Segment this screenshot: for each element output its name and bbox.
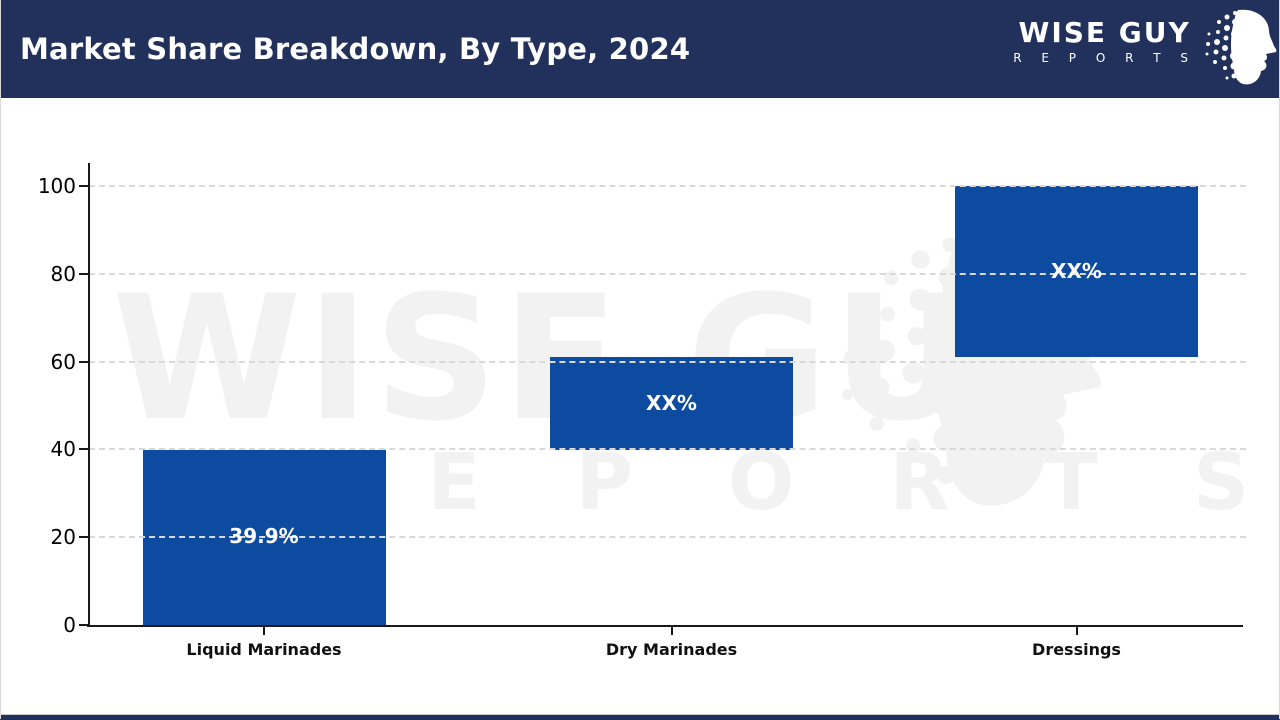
footer-bar xyxy=(0,715,1280,720)
bar-value-label: XX% xyxy=(646,390,697,415)
y-tick-label: 20 xyxy=(50,525,76,550)
x-category-label: Liquid Marinades xyxy=(186,640,342,659)
x-category-label: Dressings xyxy=(1032,640,1121,659)
x-tick-0 xyxy=(263,626,265,635)
x-category-label: Dry Marinades xyxy=(605,640,738,659)
y-tick-label: 0 xyxy=(63,613,76,637)
bar-value-label: XX% xyxy=(1051,258,1102,283)
bar-dry-marinades xyxy=(550,357,793,450)
logo-wordmark: WISE GUY xyxy=(1018,16,1191,49)
logo-face-icon xyxy=(1205,9,1277,85)
y-tick-40 xyxy=(79,448,88,451)
chart-title: Market Share Breakdown, By Type, 2024 xyxy=(20,32,691,66)
watermark-reports-text: R E P O R T S xyxy=(272,438,1280,528)
y-tick-60 xyxy=(79,360,88,363)
y-tick-label: 80 xyxy=(50,261,76,286)
y-tick-0 xyxy=(79,624,88,626)
y-tick-label: 60 xyxy=(50,349,76,374)
gridline-20 xyxy=(89,536,1246,539)
gridline-100 xyxy=(89,185,1246,187)
y-tick-80 xyxy=(79,272,88,275)
bar-dressings xyxy=(955,186,1198,358)
header-bar: Market Share Breakdown, By Type, 2024 WI… xyxy=(0,0,1280,98)
y-tick-label: 100 xyxy=(37,174,76,198)
gridline-40 xyxy=(89,448,1246,451)
x-tick-2 xyxy=(1075,626,1078,635)
gridline-60 xyxy=(89,360,1246,363)
y-tick-20 xyxy=(79,536,88,539)
y-tick-100 xyxy=(79,185,88,187)
footer-divider xyxy=(0,714,1280,715)
x-tick-1 xyxy=(670,626,673,635)
y-tick-label: 40 xyxy=(50,437,76,462)
y-axis-line xyxy=(88,163,90,627)
wise-guy-logo: WISE GUY R E P O R T S xyxy=(1013,16,1196,65)
bar-value-label: 39.9% xyxy=(229,524,299,549)
logo-subtitle: R E P O R T S xyxy=(1013,51,1196,65)
gridline-80 xyxy=(89,272,1246,275)
x-axis-line xyxy=(87,625,1243,627)
